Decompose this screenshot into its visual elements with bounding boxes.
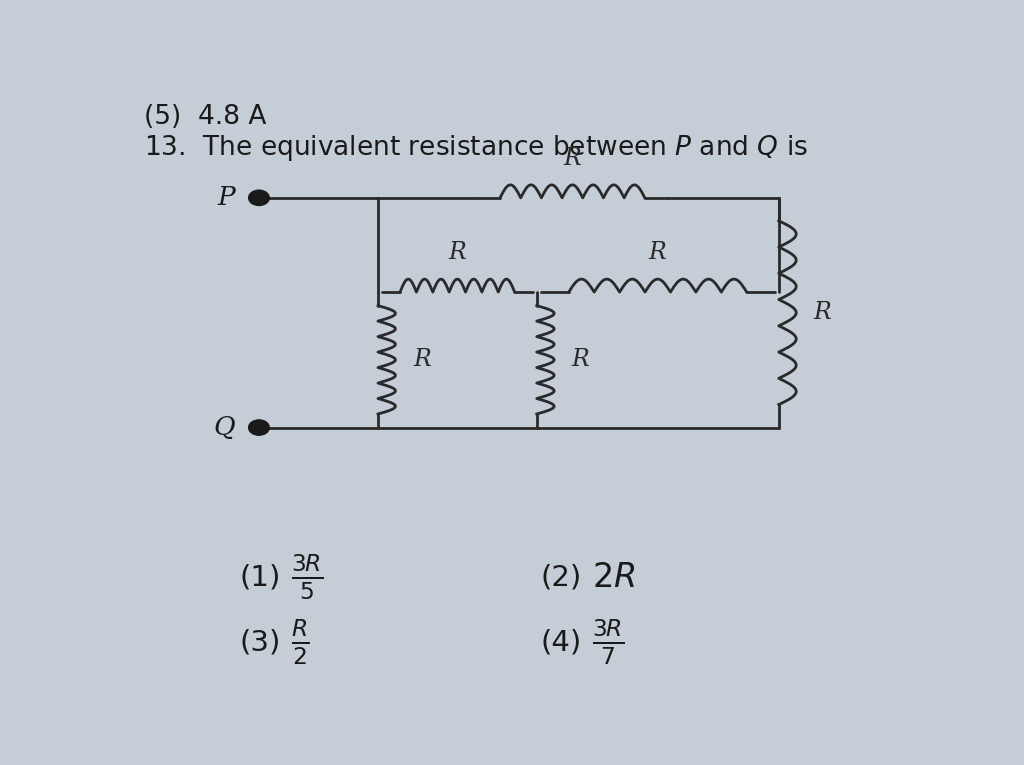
Text: R: R bbox=[413, 348, 431, 371]
Text: $2R$: $2R$ bbox=[592, 562, 636, 594]
Text: 13.  The equivalent resistance between $P$ and $Q$ is: 13. The equivalent resistance between $P… bbox=[143, 133, 808, 163]
Text: R: R bbox=[571, 348, 590, 371]
Text: Q: Q bbox=[214, 415, 236, 440]
Text: R: R bbox=[563, 147, 582, 170]
Text: R: R bbox=[814, 301, 831, 324]
Text: (5)  4.8 A: (5) 4.8 A bbox=[143, 103, 266, 129]
Circle shape bbox=[249, 420, 269, 435]
Text: (1): (1) bbox=[240, 564, 281, 592]
Text: P: P bbox=[217, 185, 236, 210]
Text: $\frac{R}{2}$: $\frac{R}{2}$ bbox=[291, 618, 309, 667]
Circle shape bbox=[249, 190, 269, 206]
Text: R: R bbox=[649, 242, 667, 265]
Text: (3): (3) bbox=[240, 629, 281, 656]
Text: $\frac{3R}{7}$: $\frac{3R}{7}$ bbox=[592, 618, 625, 667]
Text: (2): (2) bbox=[541, 564, 582, 592]
Text: R: R bbox=[449, 242, 466, 265]
Text: (4): (4) bbox=[541, 629, 582, 656]
Text: $\frac{3R}{5}$: $\frac{3R}{5}$ bbox=[291, 553, 323, 603]
